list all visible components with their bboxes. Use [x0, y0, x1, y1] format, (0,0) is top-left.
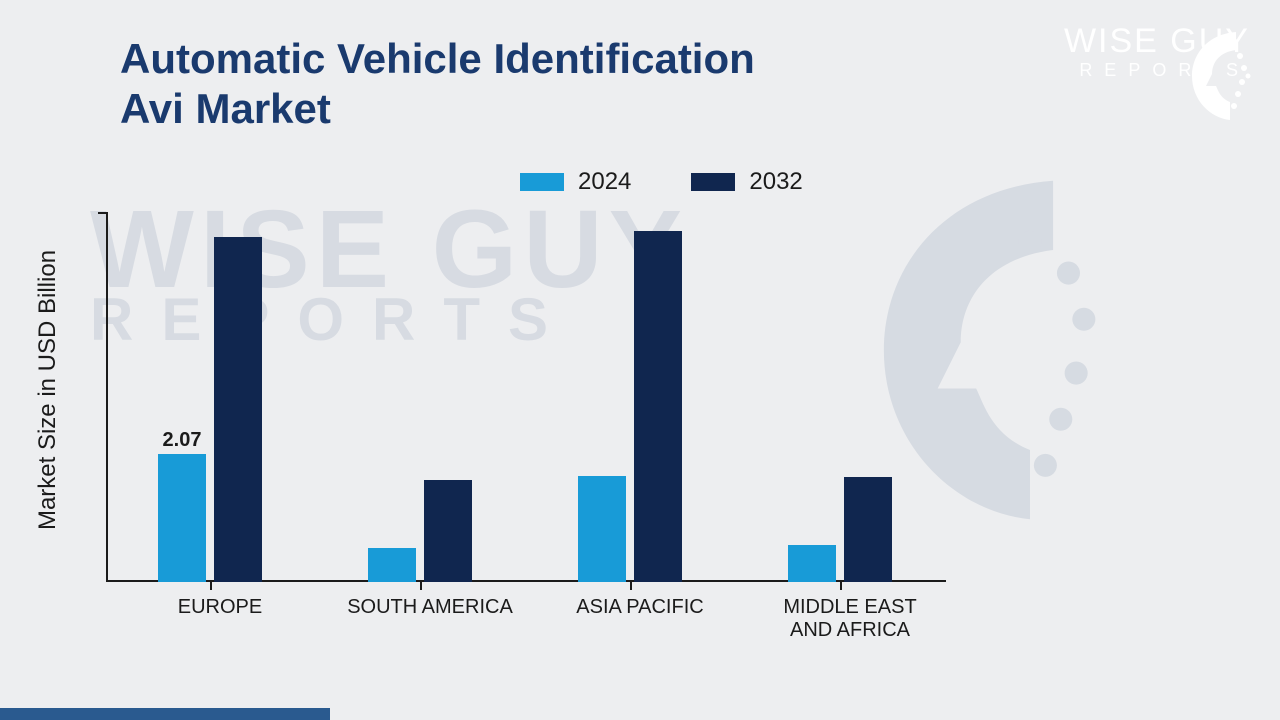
x-tick — [840, 582, 842, 590]
x-tick — [630, 582, 632, 590]
y-axis — [106, 212, 108, 582]
y-tick — [98, 212, 106, 214]
bar-2032 — [214, 237, 262, 582]
brand-logo: WISE GUY REPORTS — [990, 24, 1250, 134]
legend-swatch — [520, 173, 564, 191]
legend-item-2024: 2024 — [520, 168, 631, 196]
bar-2024 — [578, 476, 626, 582]
x-tick — [420, 582, 422, 590]
bar-2032 — [634, 231, 682, 583]
bar-value-label: 2.07 — [163, 429, 202, 452]
y-axis-label: Market Size in USD Billion — [34, 250, 62, 530]
bar-2024 — [368, 548, 416, 582]
x-category-label: EUROPE — [136, 596, 304, 619]
bar-group: EUROPE — [136, 212, 304, 582]
bar-group: SOUTH AMERICA — [346, 212, 514, 582]
legend-label: 2032 — [749, 168, 802, 196]
page: WISE GUY REPORTS WISE GUY REPORTS Automa… — [0, 0, 1280, 720]
x-tick — [210, 582, 212, 590]
legend-swatch — [691, 173, 735, 191]
bar-group: ASIA PACIFIC — [556, 212, 724, 582]
legend-label: 2024 — [578, 168, 631, 196]
bar-2024 — [788, 545, 836, 582]
bar-group: MIDDLE EAST AND AFRICA — [766, 212, 934, 582]
x-category-label: SOUTH AMERICA — [346, 596, 514, 619]
bar-2024 — [158, 454, 206, 582]
bar-2032 — [844, 477, 892, 582]
x-category-label: MIDDLE EAST AND AFRICA — [766, 596, 934, 642]
chart-title: Automatic Vehicle Identification Avi Mar… — [120, 34, 800, 133]
legend-item-2032: 2032 — [691, 168, 802, 196]
bar-2032 — [424, 480, 472, 582]
chart-plot-area: EUROPESOUTH AMERICAASIA PACIFICMIDDLE EA… — [106, 212, 946, 582]
legend: 2024 2032 — [520, 168, 803, 196]
bottom-accent-bar — [0, 708, 330, 720]
face-icon — [1178, 28, 1256, 124]
x-category-label: ASIA PACIFIC — [556, 596, 724, 619]
